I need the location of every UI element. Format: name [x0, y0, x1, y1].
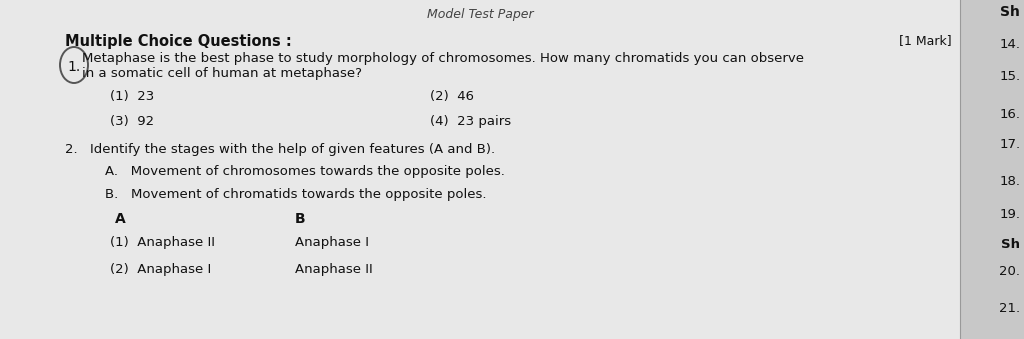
Text: Anaphase I: Anaphase I [295, 236, 369, 249]
Text: in a somatic cell of human at metaphase?: in a somatic cell of human at metaphase? [82, 67, 362, 80]
Text: 19.: 19. [999, 208, 1021, 221]
Text: 2.: 2. [65, 143, 78, 156]
Text: B.   Movement of chromatids towards the opposite poles.: B. Movement of chromatids towards the op… [105, 188, 486, 201]
Text: Multiple Choice Questions :: Multiple Choice Questions : [65, 34, 292, 49]
Text: [1 Mark]: [1 Mark] [899, 34, 952, 47]
Text: 18.: 18. [999, 175, 1021, 188]
Text: 21.: 21. [999, 302, 1021, 315]
Text: (3)  92: (3) 92 [110, 115, 155, 128]
Text: 14.: 14. [999, 38, 1021, 51]
Text: Sh: Sh [1000, 5, 1020, 19]
Text: Identify the stages with the help of given features (A and B).: Identify the stages with the help of giv… [90, 143, 496, 156]
Text: (1)  23: (1) 23 [110, 90, 155, 103]
Text: Anaphase II: Anaphase II [295, 263, 373, 276]
Text: A.   Movement of chromosomes towards the opposite poles.: A. Movement of chromosomes towards the o… [105, 165, 505, 178]
Text: (4)  23 pairs: (4) 23 pairs [430, 115, 511, 128]
Text: (2)  46: (2) 46 [430, 90, 474, 103]
Text: (1)  Anaphase II: (1) Anaphase II [110, 236, 215, 249]
Text: Model Test Paper: Model Test Paper [427, 8, 534, 21]
Text: 1.: 1. [68, 60, 81, 74]
Text: (2)  Anaphase I: (2) Anaphase I [110, 263, 211, 276]
Text: 15.: 15. [999, 70, 1021, 83]
Text: B: B [295, 212, 305, 226]
Text: 20.: 20. [999, 265, 1021, 278]
Text: 17.: 17. [999, 138, 1021, 151]
Text: 16.: 16. [999, 108, 1021, 121]
Text: A: A [115, 212, 126, 226]
Text: Metaphase is the best phase to study morphology of chromosomes. How many chromat: Metaphase is the best phase to study mor… [82, 52, 804, 65]
Bar [961, 0, 1024, 339]
Text: Sh: Sh [1000, 238, 1020, 251]
